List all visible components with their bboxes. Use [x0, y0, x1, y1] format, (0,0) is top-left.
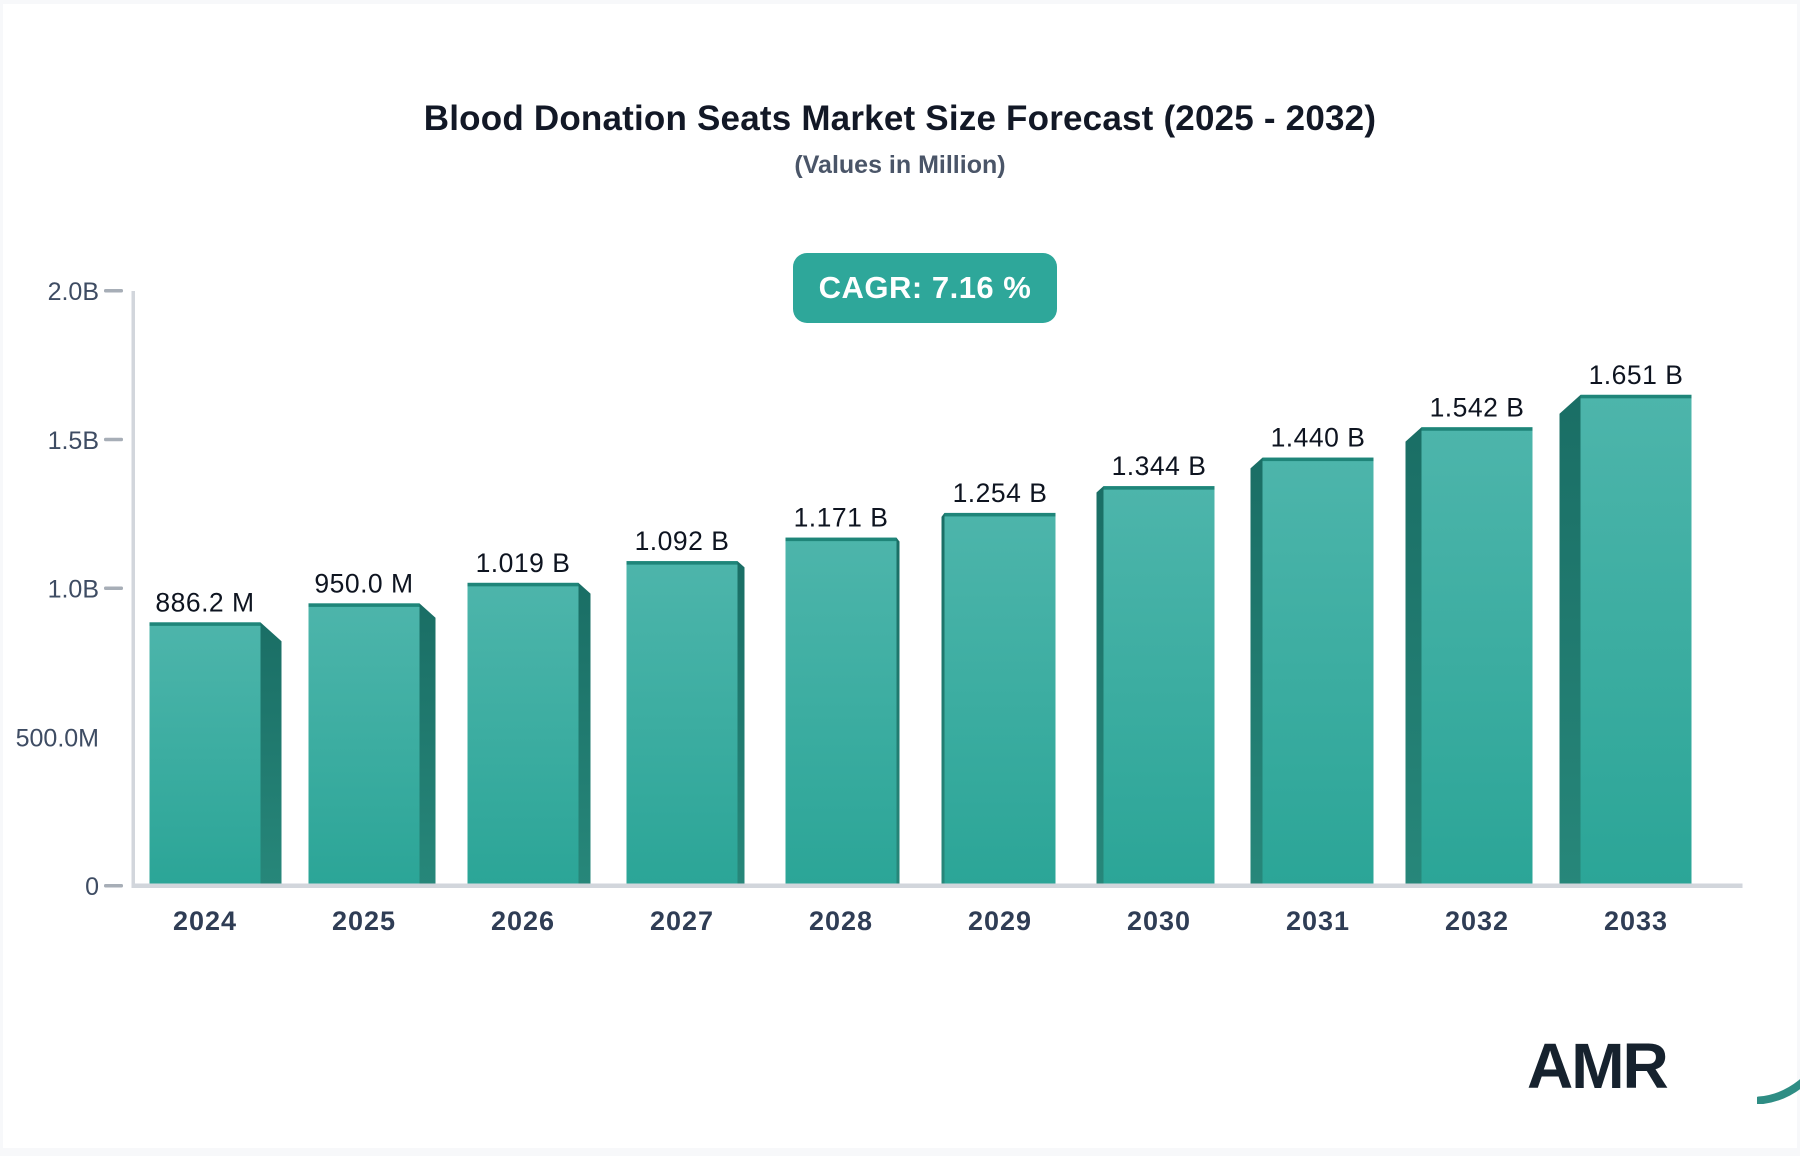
bar-side-face: [1096, 486, 1104, 886]
bar-top-edge: [308, 603, 420, 607]
bar-top-edge: [944, 512, 1056, 517]
bar: [785, 537, 897, 886]
chart-subtitle: (Values in Million): [794, 151, 1006, 179]
x-tick-label: 2030: [1127, 906, 1191, 936]
chart-title: Blood Donation Seats Market Size Forecas…: [423, 99, 1377, 138]
bar-top-edge: [1262, 457, 1374, 462]
bar-top-edge: [149, 622, 261, 626]
y-tick-dash: [104, 437, 123, 442]
y-tick-label: 500.0M: [16, 724, 99, 752]
x-tick-label: 2031: [1286, 906, 1350, 936]
bar-value-label: 886.2 M: [155, 587, 254, 617]
y-tick-dash: [104, 289, 123, 293]
bar-value-label: 1.344 B: [1112, 451, 1207, 481]
bar: [1421, 427, 1533, 886]
y-axis-line: [131, 291, 135, 886]
bar-side-face: [419, 603, 436, 886]
cagr-badge: CAGR: 7.16 %: [793, 253, 1057, 323]
bar: [467, 582, 579, 886]
x-tick-label: 2026: [491, 906, 555, 936]
bar-top-edge: [1580, 394, 1692, 399]
bar-top-edge: [1421, 427, 1533, 431]
x-axis-line: [131, 883, 1743, 888]
bar: [308, 603, 420, 886]
bar-top-edge: [785, 537, 897, 542]
bar-value-label: 1.651 B: [1589, 360, 1684, 390]
amr-logo-text: AMR: [1527, 1030, 1669, 1102]
x-tick-label: 2024: [173, 906, 237, 936]
bar-side-face: [941, 512, 945, 886]
growth-arrow-icon: [1756, 1078, 1800, 1104]
x-tick-label: 2028: [809, 906, 873, 936]
x-tick-label: 2027: [650, 906, 714, 936]
bar-value-label: 1.542 B: [1430, 392, 1525, 422]
bar-side-face: [1559, 394, 1581, 886]
bar-value-label: 950.0 M: [314, 568, 413, 598]
bar-side-face: [1405, 427, 1422, 886]
x-tick-label: 2025: [332, 906, 396, 936]
amr-logo: AMR: [1527, 1030, 1800, 1104]
bar-top-edge: [467, 582, 579, 587]
bar: [149, 622, 261, 886]
bar: [626, 561, 738, 886]
bar: [1580, 394, 1692, 886]
chart-card: 2.0B 1.5B 1.0B 500.0M 0 886.2 M 2024 950.0 M 202…: [3, 4, 1800, 1148]
bar-value-label: 1.171 B: [794, 503, 889, 533]
x-tick-label: 2032: [1445, 906, 1509, 936]
bar-value-label: 1.254 B: [953, 478, 1048, 508]
bar: [1262, 457, 1374, 886]
y-tick-label: 0: [85, 873, 99, 901]
bar-value-label: 1.019 B: [476, 548, 571, 578]
y-tick-dash: [104, 884, 123, 888]
bar: [944, 512, 1056, 886]
cagr-badge-label: CAGR: 7.16 %: [818, 270, 1032, 305]
x-tick-label: 2033: [1604, 906, 1668, 936]
y-tick-label: 1.0B: [48, 576, 99, 604]
bar-top-edge: [1103, 486, 1215, 490]
y-tick-label: 2.0B: [48, 278, 99, 306]
bar-side-face: [578, 582, 591, 886]
bar-value-label: 1.440 B: [1271, 423, 1366, 453]
bar-side-face: [1250, 457, 1263, 886]
bar-top-edge: [626, 561, 738, 565]
y-tick-label: 1.5B: [48, 427, 99, 455]
bar-side-face: [260, 622, 282, 886]
bar-side-face: [896, 537, 900, 886]
bar-side-face: [737, 561, 745, 886]
bar: [1103, 486, 1215, 886]
bar-value-label: 1.092 B: [635, 526, 730, 556]
y-tick-dash: [104, 586, 123, 590]
market-forecast-bar-chart: 2.0B 1.5B 1.0B 500.0M 0 886.2 M 2024 950.0 M 202…: [16, 278, 1743, 936]
x-tick-label: 2029: [968, 906, 1032, 936]
